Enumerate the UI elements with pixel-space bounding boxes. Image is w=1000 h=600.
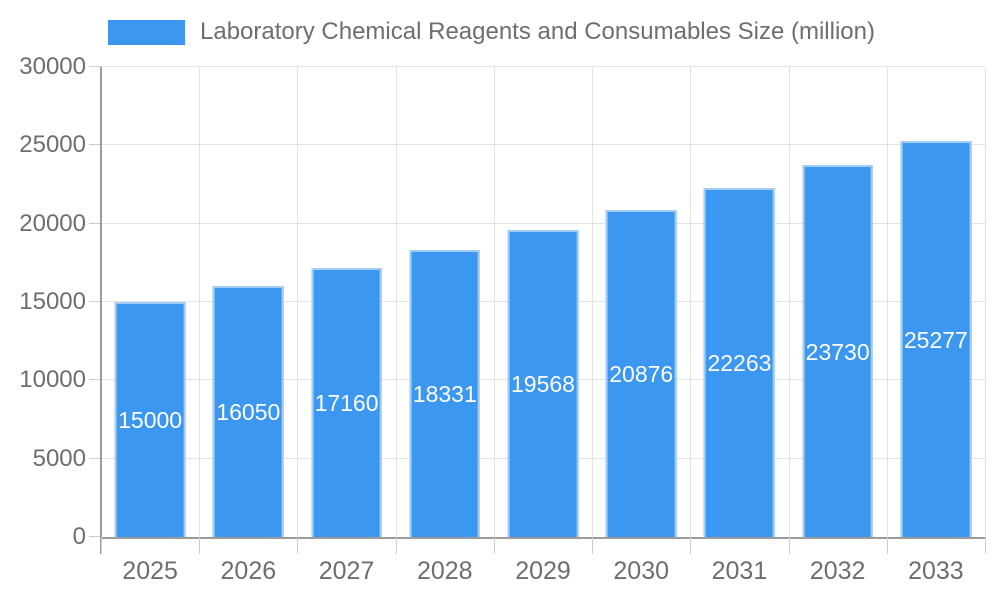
x-tick-mark [297,537,299,554]
y-tick-label: 15000 [19,288,86,315]
y-tick-mark [89,379,101,381]
y-axis-ticks [89,66,101,537]
y-tick-mark [89,222,101,224]
gridline-horizontal [101,222,985,224]
y-tick-mark [89,301,101,302]
bar-2033[interactable]: 25277 [900,141,972,537]
x-tick-label-2028: 2028 [416,557,473,585]
x-tick-mark [886,537,888,554]
y-tick-mark [89,66,101,67]
bar-value-label: 23730 [805,338,870,365]
gridline-vertical [985,67,986,537]
y-tick-label: 0 [72,523,86,550]
x-tick-label-2031: 2031 [711,557,768,585]
x-tick-mark [592,537,594,554]
gridline-vertical [788,67,790,537]
bar-value-label: 15000 [118,407,183,433]
gridline-horizontal [101,144,985,146]
y-tick-mark [89,457,101,459]
gridline-vertical [592,67,594,537]
x-tick-mark [199,537,201,554]
bar-value-label: 18331 [412,380,477,407]
gridline-horizontal [101,66,985,67]
y-tick-mark [89,536,101,537]
bar-2031[interactable]: 22263 [704,188,775,537]
y-tick-label: 25000 [19,131,86,159]
gridline-vertical [886,67,888,537]
x-tick-mark [395,537,397,554]
x-tick-mark [493,537,495,554]
bar-2029[interactable]: 19568 [507,230,579,537]
bar-value-label: 19568 [511,371,575,398]
x-tick-mark [985,537,986,554]
gridline-vertical [199,67,201,537]
bar-value-label: 25277 [903,326,968,353]
x-tick-label-2033: 2033 [908,557,964,585]
x-axis-ticks [101,537,986,554]
y-axis-labels: 0 5000 10000 15000 20000 25000 30000 [0,55,86,549]
bar-2032[interactable]: 23730 [802,165,874,537]
x-tick-label-2029: 2029 [515,557,571,585]
bar-value-label: 17160 [314,390,379,417]
x-tick-label-2030: 2030 [613,557,670,585]
x-tick-label-2027: 2027 [318,557,375,585]
bar-value-label: 16050 [216,398,281,425]
y-tick-label: 20000 [19,209,86,237]
legend-label: Laboratory Chemical Reagents and Consuma… [200,18,875,45]
bar-2028[interactable]: 18331 [409,249,481,537]
bar-2026[interactable]: 16050 [212,285,284,537]
plot-area: 15000 16050 17160 18331 19568 20876 22263 23730… [101,66,986,537]
x-tick-label-2032: 2032 [809,557,866,585]
x-tick-mark [101,537,102,554]
y-tick-label: 5000 [32,444,86,472]
y-tick-label: 30000 [19,53,86,80]
x-tick-label-2025: 2025 [122,557,178,585]
bar-value-label: 20876 [609,360,674,387]
chart-legend[interactable]: Laboratory Chemical Reagents and Consuma… [108,18,875,46]
gridline-vertical [690,67,692,537]
x-tick-label-2026: 2026 [220,557,277,585]
x-tick-mark [788,537,790,554]
y-axis-line [100,67,102,554]
bar-2025[interactable]: 15000 [114,302,186,537]
x-tick-mark [690,537,692,554]
bar-2027[interactable]: 17160 [311,268,382,537]
gridline-vertical [395,67,397,537]
gridline-vertical [493,67,495,537]
x-axis-line [101,537,985,539]
gridline-vertical [297,67,299,537]
legend-swatch [108,19,185,45]
bar-value-label: 22263 [707,350,772,377]
x-axis-labels: 2025 2026 2027 2028 2029 2030 2031 2032 2033 [101,556,985,588]
y-tick-mark [89,144,101,146]
y-tick-label: 10000 [19,366,86,394]
bar-2030[interactable]: 20876 [605,209,677,537]
